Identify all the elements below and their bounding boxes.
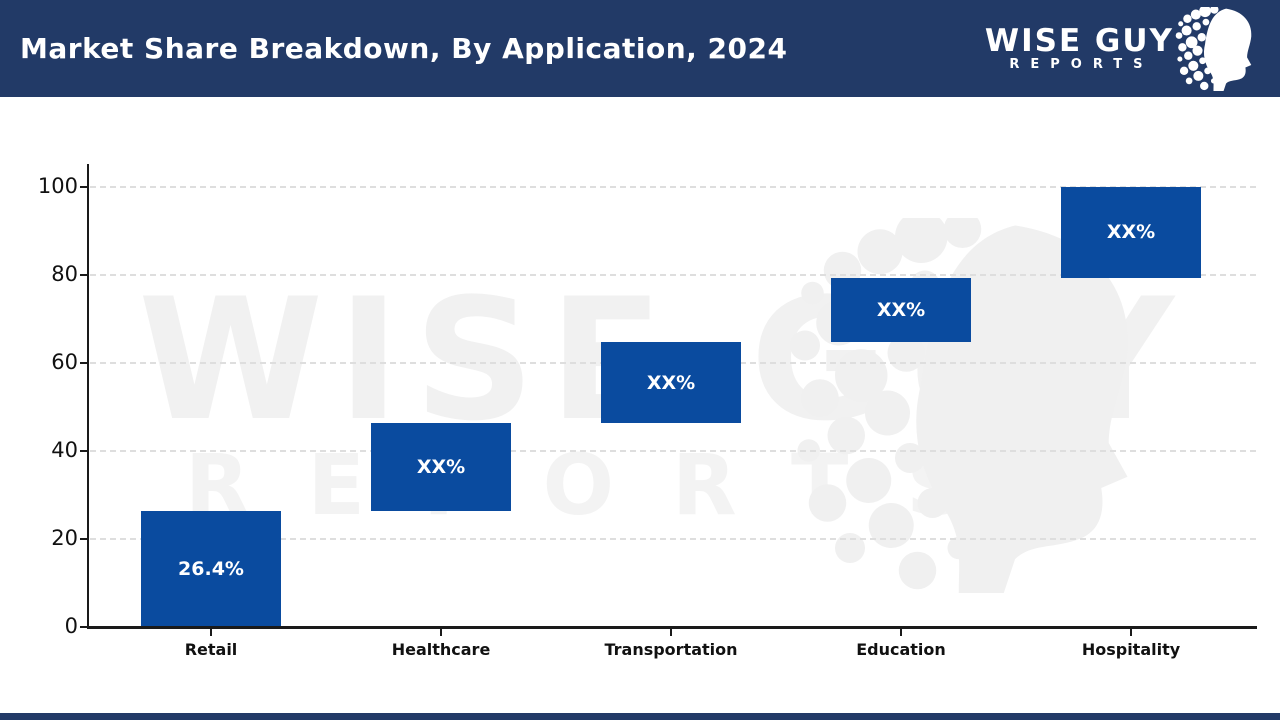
x-category-label: Healthcare: [391, 640, 491, 659]
y-tick-label: 80: [51, 261, 78, 286]
y-tick-label: 0: [64, 614, 78, 638]
bar-transportation: XX%: [601, 342, 741, 423]
bar-value-label: XX%: [646, 371, 696, 394]
bar-healthcare: XX%: [371, 422, 511, 511]
y-tick-label: 40: [51, 437, 78, 462]
y-tick-mark: [80, 626, 88, 628]
bar-value-label: XX%: [416, 455, 466, 478]
x-category-label: Retail: [184, 640, 238, 659]
x-tick-mark: [1130, 629, 1132, 636]
y-tick-mark: [80, 273, 88, 276]
y-tick-label: 20: [51, 525, 78, 550]
bar-retail: 26.4%: [141, 510, 281, 627]
x-category-label: Hospitality: [1081, 640, 1181, 659]
gridline-y-80: [90, 273, 1256, 276]
gridline-y-100: [90, 185, 1256, 188]
bar-hospitality: XX%: [1061, 186, 1201, 278]
y-tick-label: 60: [51, 349, 78, 374]
logo-wordmark: WISE GUY: [984, 22, 1174, 59]
x-tick-mark: [670, 629, 672, 636]
x-tick-mark: [900, 629, 902, 636]
y-tick-label: 100: [37, 173, 78, 198]
gridline-y-20: [90, 537, 1256, 540]
logo-subtitle: REPORTS: [1009, 57, 1154, 73]
report-header: Market Share Breakdown, By Application, …: [0, 0, 1280, 97]
bar-value-label: XX%: [1106, 221, 1156, 244]
bar-education: XX%: [831, 277, 971, 343]
logo-text: WISE GUY REPORTS: [985, 25, 1174, 73]
y-tick-mark: [80, 449, 88, 452]
x-tick-mark: [210, 629, 212, 636]
y-tick-mark: [80, 537, 88, 540]
bar-value-label: 26.4%: [178, 557, 244, 580]
x-category-label: Education: [856, 640, 946, 659]
y-tick-mark: [80, 185, 88, 188]
head-profile-icon: [1175, 6, 1252, 91]
page-title: Market Share Breakdown, By Application, …: [20, 32, 788, 65]
y-axis-line: [87, 164, 89, 628]
bar-value-label: XX%: [876, 299, 926, 322]
x-category-label: Transportation: [604, 640, 738, 659]
footer-bar: [0, 713, 1280, 720]
gridline-y-40: [90, 449, 1256, 452]
x-tick-mark: [440, 629, 442, 636]
wise-guy-logo: WISE GUY REPORTS: [985, 6, 1280, 91]
y-tick-mark: [80, 361, 88, 364]
x-axis-line: [87, 626, 1257, 629]
